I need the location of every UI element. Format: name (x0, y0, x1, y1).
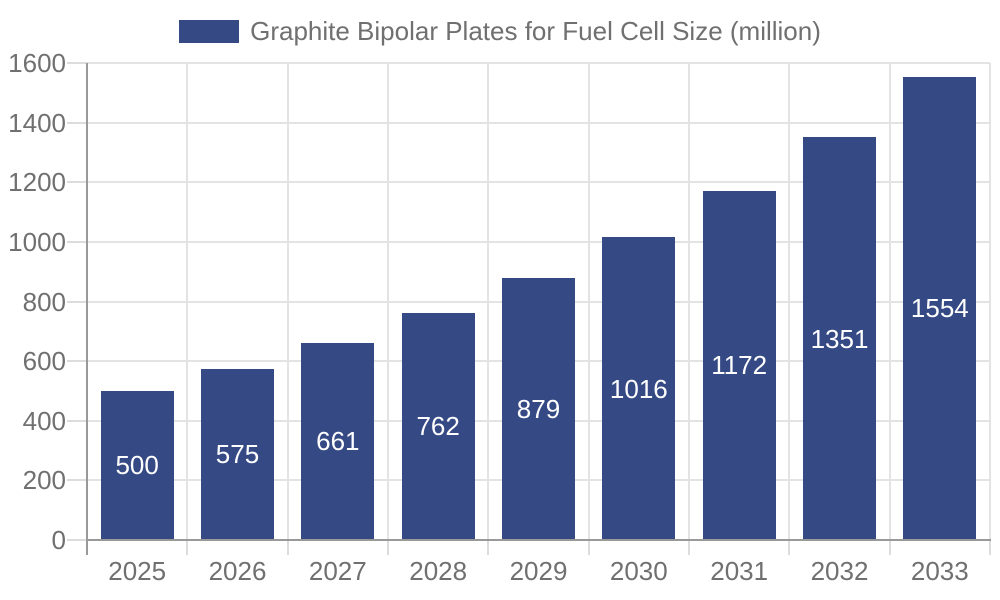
bar[interactable] (903, 76, 977, 540)
y-gridline (87, 62, 990, 64)
chart-legend[interactable]: Graphite Bipolar Plates for Fuel Cell Si… (0, 18, 1000, 45)
bar-value-label: 1016 (609, 373, 668, 404)
bar[interactable] (702, 190, 776, 540)
x-gridline (888, 63, 891, 540)
bar[interactable] (100, 390, 174, 540)
x-axis-tick (587, 540, 590, 555)
x-gridline (587, 63, 590, 540)
y-tick-label: 400 (22, 405, 66, 436)
bar-value-label: 1351 (810, 323, 869, 354)
x-axis-line (86, 539, 991, 541)
x-axis-tick (688, 540, 690, 555)
y-tick-label: 200 (22, 465, 66, 496)
legend-swatch-icon (179, 20, 240, 43)
y-axis-tick (67, 360, 87, 363)
x-gridline (286, 63, 289, 540)
x-axis-tick (788, 540, 791, 555)
x-tick-label: 2031 (710, 556, 769, 586)
x-gridline (688, 63, 690, 540)
bar-value-label: 500 (115, 450, 159, 481)
x-gridline (989, 63, 991, 540)
y-tick-label: 0 (51, 525, 66, 555)
y-axis-tick (67, 419, 87, 422)
x-axis-tick (387, 540, 389, 555)
y-axis-tick (67, 300, 87, 303)
y-gridline (87, 121, 990, 124)
y-axis-line (86, 63, 88, 555)
y-tick-label: 1600 (8, 48, 66, 78)
x-axis-tick (487, 540, 490, 555)
x-tick-label: 2027 (308, 556, 367, 586)
x-tick-label: 2032 (810, 556, 869, 586)
y-axis-tick (67, 181, 87, 184)
bar-value-label: 1172 (711, 350, 768, 381)
bar[interactable] (201, 368, 274, 540)
bar[interactable] (502, 277, 575, 540)
y-axis-tick (67, 240, 87, 243)
bar[interactable] (401, 312, 475, 540)
legend-label: Graphite Bipolar Plates for Fuel Cell Si… (250, 16, 821, 46)
x-tick-label: 2026 (208, 556, 267, 586)
x-tick-label: 2033 (910, 556, 969, 586)
y-tick-label: 600 (22, 346, 66, 377)
x-tick-label: 2028 (409, 556, 468, 586)
x-axis-tick (186, 540, 189, 555)
x-gridline (387, 63, 389, 540)
x-axis-tick (989, 540, 991, 555)
y-axis-tick (67, 539, 87, 541)
bar[interactable] (602, 237, 676, 540)
x-gridline (487, 63, 490, 540)
bar-value-label: 661 (316, 426, 360, 457)
y-tick-label: 1200 (8, 167, 66, 198)
y-tick-label: 1400 (8, 107, 66, 138)
y-gridline (87, 181, 990, 184)
x-tick-label: 2025 (108, 556, 167, 586)
x-gridline (788, 63, 791, 540)
x-tick-label: 2029 (509, 556, 568, 586)
y-axis-tick (67, 121, 87, 124)
x-gridline (186, 63, 189, 540)
bar-value-label: 762 (416, 411, 460, 442)
x-tick-label: 2030 (609, 556, 668, 586)
x-axis-tick (888, 540, 891, 555)
x-axis-tick (286, 540, 289, 555)
bar[interactable] (803, 137, 876, 540)
bar-value-label: 1554 (910, 293, 969, 324)
y-tick-label: 800 (22, 286, 66, 317)
bar-value-label: 575 (215, 439, 260, 470)
bar[interactable] (301, 342, 375, 540)
y-axis-tick (67, 62, 87, 64)
bar-value-label: 879 (516, 393, 561, 424)
y-gridline (87, 240, 990, 243)
y-tick-label: 1000 (8, 226, 66, 257)
y-axis-tick (67, 479, 87, 482)
